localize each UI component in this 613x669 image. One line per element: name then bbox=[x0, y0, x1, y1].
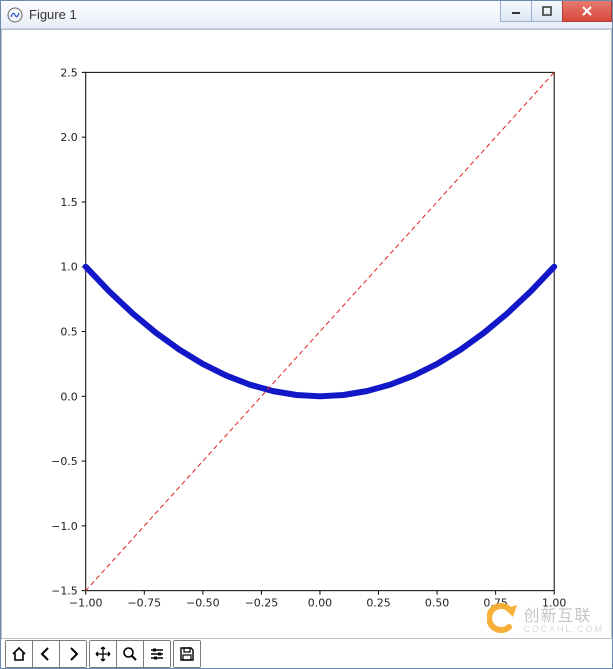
forward-button[interactable] bbox=[59, 641, 86, 667]
chart-canvas: −1.00−0.75−0.50−0.250.000.250.500.751.00… bbox=[2, 30, 611, 638]
svg-text:−1.0: −1.0 bbox=[51, 520, 78, 533]
svg-text:1.5: 1.5 bbox=[60, 196, 77, 209]
pan-icon bbox=[95, 646, 111, 662]
svg-text:−1.5: −1.5 bbox=[51, 585, 78, 598]
svg-text:2.0: 2.0 bbox=[60, 131, 77, 144]
plot-area[interactable]: −1.00−0.75−0.50−0.250.000.250.500.751.00… bbox=[1, 29, 612, 639]
home-group bbox=[5, 640, 87, 668]
app-icon bbox=[7, 7, 23, 23]
maximize-button[interactable] bbox=[531, 1, 563, 22]
svg-text:1.0: 1.0 bbox=[60, 261, 77, 274]
svg-text:−0.25: −0.25 bbox=[245, 597, 279, 610]
svg-text:−1.00: −1.00 bbox=[69, 597, 103, 610]
svg-text:−0.5: −0.5 bbox=[51, 455, 78, 468]
title-bar: Figure 1 bbox=[1, 1, 612, 29]
close-button[interactable] bbox=[562, 1, 612, 22]
mpl-toolbar bbox=[1, 639, 612, 668]
watermark-text: 创新互联 bbox=[523, 602, 604, 626]
home-button[interactable] bbox=[6, 641, 32, 667]
window-buttons bbox=[501, 1, 612, 21]
back-icon bbox=[38, 646, 54, 662]
svg-text:2.5: 2.5 bbox=[60, 66, 77, 79]
zoom-icon bbox=[122, 646, 138, 662]
svg-text:−0.75: −0.75 bbox=[127, 597, 161, 610]
watermark: 创新互联 CDCXHL.COM bbox=[487, 602, 604, 634]
figure-window: Figure 1 −1.00 −0.75 −0.50 −0.25 0.00 0.25 0.5… bbox=[0, 0, 613, 669]
svg-text:0.25: 0.25 bbox=[366, 597, 390, 610]
svg-text:0.0: 0.0 bbox=[60, 390, 77, 403]
home-icon bbox=[11, 646, 27, 662]
subplot-config-icon bbox=[149, 646, 165, 662]
window-title: Figure 1 bbox=[29, 7, 77, 22]
subplot-config-button[interactable] bbox=[143, 641, 170, 667]
save-icon bbox=[179, 646, 195, 662]
save-button[interactable] bbox=[174, 641, 200, 667]
svg-text:0.50: 0.50 bbox=[425, 597, 449, 610]
watermark-logo-icon bbox=[487, 603, 517, 633]
zoom-button[interactable] bbox=[116, 641, 143, 667]
svg-text:−0.50: −0.50 bbox=[186, 597, 220, 610]
svg-text:0.5: 0.5 bbox=[60, 326, 77, 339]
minimize-button[interactable] bbox=[500, 1, 532, 22]
nav-group bbox=[89, 640, 171, 668]
save-group bbox=[173, 640, 201, 668]
svg-text:0.00: 0.00 bbox=[308, 597, 332, 610]
watermark-subtext: CDCXHL.COM bbox=[523, 624, 604, 634]
pan-button[interactable] bbox=[90, 641, 116, 667]
forward-icon bbox=[65, 646, 81, 662]
back-button[interactable] bbox=[32, 641, 59, 667]
